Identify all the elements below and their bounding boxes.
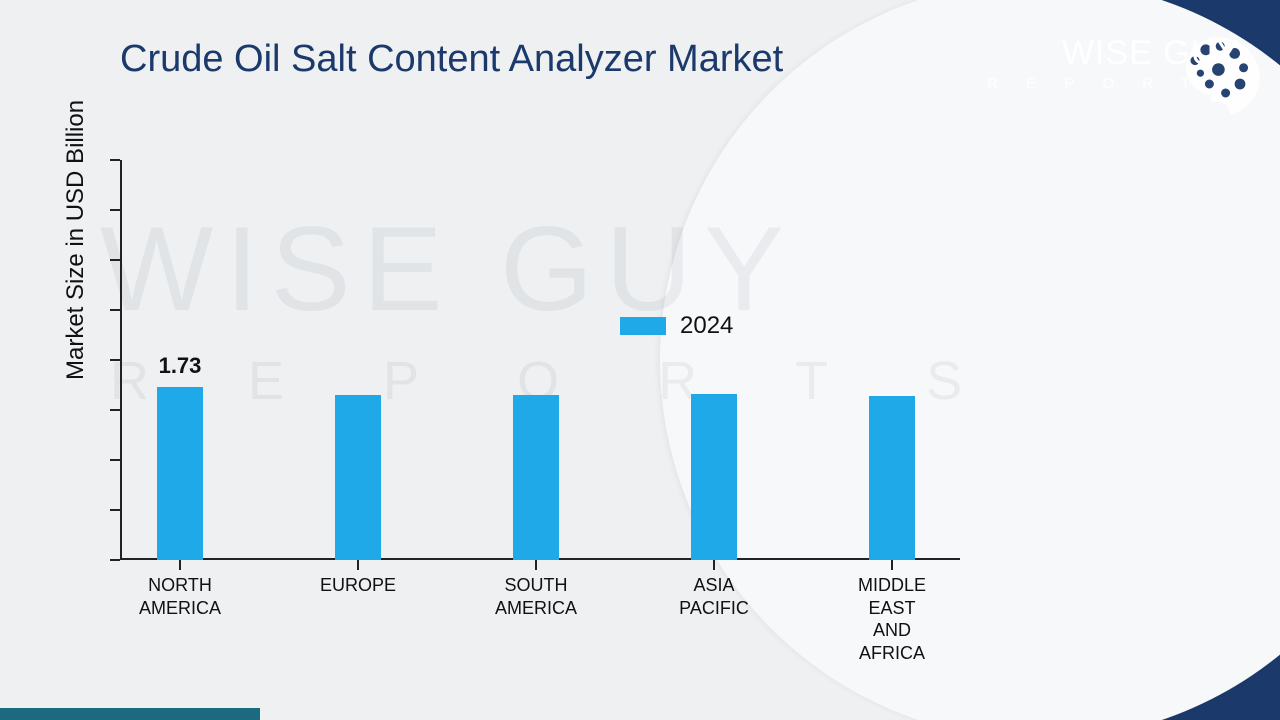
y-tick [110,459,120,461]
x-tick [535,560,537,570]
legend-swatch [620,317,666,335]
plot-area: 2024 1.73NORTHAMERICAEUROPESOUTHAMERICAA… [120,160,960,560]
brand-logo: WISE GUY R E P O R T S [987,34,1240,92]
legend-label: 2024 [680,312,733,340]
brand-logo-sub: R E P O R T S [987,75,1240,92]
x-tick [891,560,893,570]
bar-fill [691,394,737,560]
bar [513,395,559,560]
chart-title: Crude Oil Salt Content Analyzer Market [120,38,820,82]
y-tick [110,259,120,261]
bar [691,394,737,560]
chart-canvas: WISE GUY R E P O R T S Crude Oil Salt Co… [0,0,1280,720]
category-label: SOUTHAMERICA [461,574,611,619]
y-tick [110,409,120,411]
bar [869,396,915,560]
category-label: EUROPE [283,574,433,597]
bar-fill [335,395,381,560]
bar-fill [869,396,915,560]
legend: 2024 [620,312,733,340]
y-tick [110,209,120,211]
y-axis-label: Market Size in USD Billion [62,100,90,380]
y-tick [110,359,120,361]
y-tick [110,559,120,561]
x-tick [713,560,715,570]
brand-logo-main: WISE GUY [987,34,1240,73]
y-tick [110,509,120,511]
bar-fill [157,387,203,560]
bar [157,387,203,560]
bar-value-label: 1.73 [120,353,240,379]
x-tick [357,560,359,570]
bar [335,395,381,560]
category-label: MIDDLEEASTANDAFRICA [817,574,967,664]
x-tick [179,560,181,570]
category-label: ASIAPACIFIC [639,574,789,619]
bottom-accent-bar [0,708,260,720]
bar-fill [513,395,559,560]
y-tick [110,159,120,161]
y-tick [110,309,120,311]
category-label: NORTHAMERICA [105,574,255,619]
